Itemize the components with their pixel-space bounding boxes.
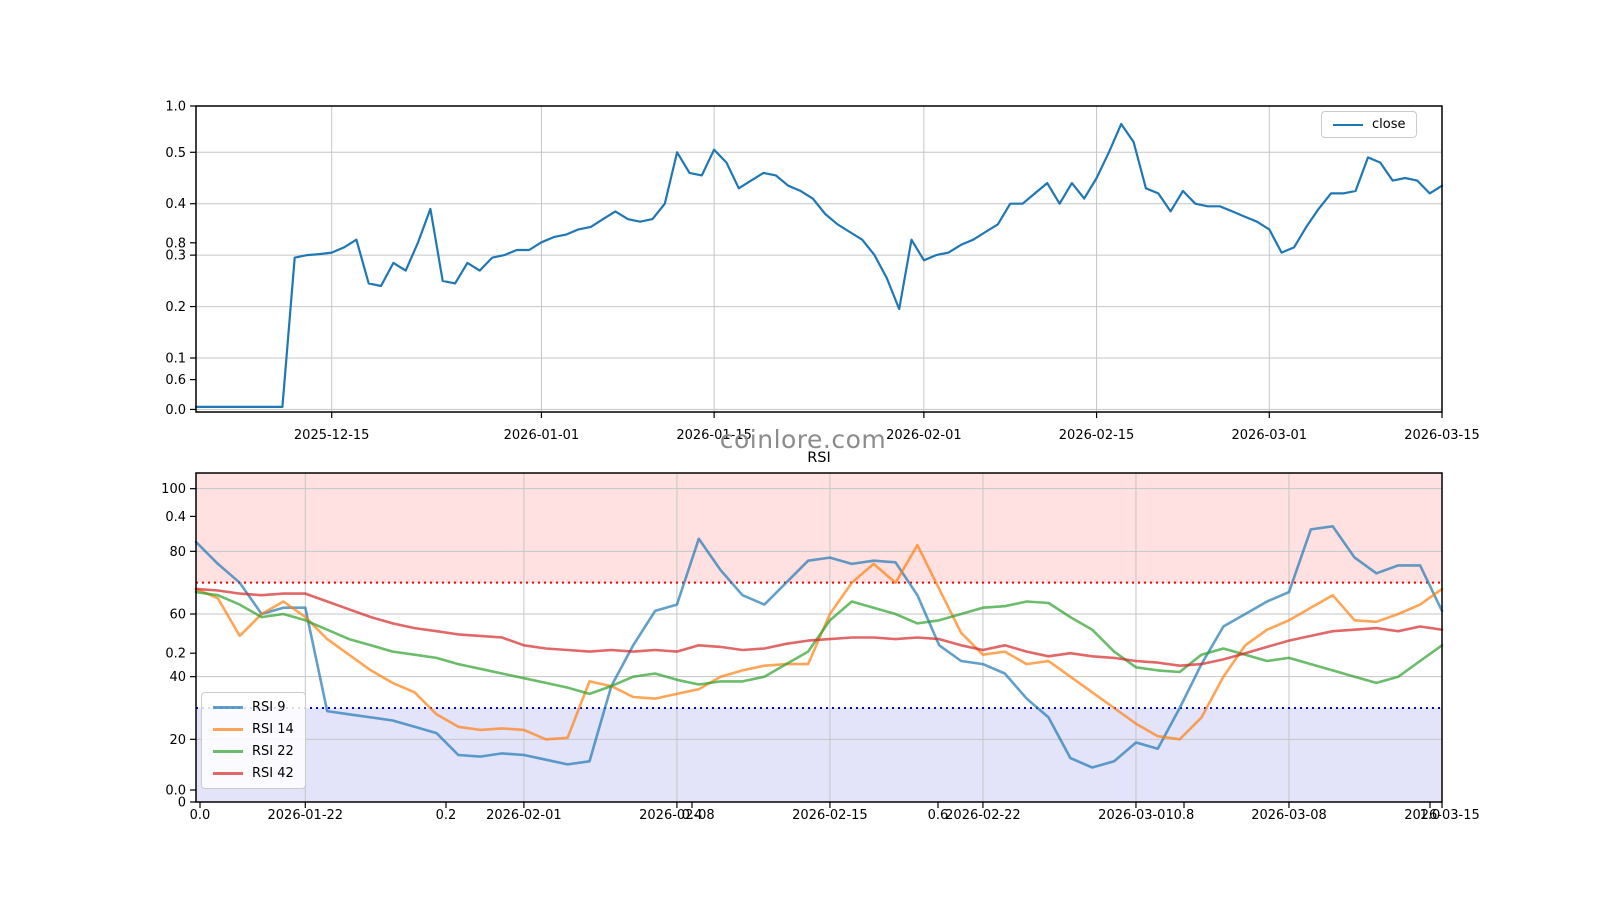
overlay-y-tick-label: 0.8 — [165, 236, 186, 251]
close-legend-line-sample — [1333, 123, 1363, 126]
x-tick-label: 2026-02-01 — [486, 808, 562, 823]
rsi-22-line — [194, 590, 1444, 696]
close-legend-label: close — [1372, 117, 1406, 132]
y-tick-label: 0.3 — [165, 249, 186, 264]
rsi-14-legend-line-sample — [213, 728, 243, 731]
rsi-22-legend-line-sample — [213, 750, 243, 753]
x-tick-label: 2026-01-15 — [676, 428, 752, 443]
y-tick-label: 0.5 — [165, 146, 186, 161]
rsi-chart-title: RSI — [807, 450, 831, 466]
y-tick-label: 0.0 — [165, 403, 186, 418]
y-tick-label: 0.4 — [165, 197, 186, 212]
rsi-legend: RSI 9 RSI 14 RSI 22 RSI 42 — [201, 692, 306, 789]
overlay-x-tick-label: 0.8 — [1174, 808, 1195, 823]
y-tick-label: 40 — [169, 670, 186, 685]
rsi-chart-plot: 2026-01-22 2026-02-01 2026-02-08 2026-02-15… — [161, 472, 1480, 823]
y-tick-label: 60 — [169, 608, 186, 623]
x-tick-label: 2026-03-01 — [1232, 428, 1308, 443]
watermark: coinlore.com — [719, 425, 887, 454]
y-tick-label: 0 — [178, 796, 186, 811]
x-tick-label: 2026-01-01 — [504, 428, 580, 443]
y-tick-label: 80 — [169, 545, 186, 560]
rsi-legend-item: RSI 22 — [213, 744, 294, 759]
x-tick-label: 2025-12-15 — [294, 428, 370, 443]
x-tick-label: 2026-03-15 — [1404, 808, 1480, 823]
x-tick-label: 2026-02-22 — [945, 808, 1021, 823]
overlay-y-tick-label: 1.0 — [165, 100, 186, 115]
y-tick-label: 100 — [161, 482, 186, 497]
rsi-14-legend-label: RSI 14 — [252, 722, 294, 737]
rsi-9-legend-line-sample — [213, 706, 243, 709]
overlay-x-tick-label: 0.6 — [928, 808, 949, 823]
overlay-x-tick-label: 0.0 — [190, 808, 211, 823]
overlay-y-tick-label: 0.0 — [165, 784, 186, 799]
y-tick-label: 0.1 — [165, 352, 186, 367]
rsi-legend-item: RSI 42 — [213, 766, 294, 781]
overlay-y-tick-label: 0.2 — [165, 647, 186, 662]
overlay-y-tick-label: 0.4 — [165, 510, 186, 525]
overlay-y-tick-label: 0.6 — [165, 373, 186, 388]
overlay-x-tick-label: 0.2 — [436, 808, 457, 823]
rsi-42-legend-label: RSI 42 — [252, 766, 294, 781]
overlay-x-tick-label: 1.0 — [1420, 808, 1441, 823]
x-tick-label: 2026-02-15 — [1059, 428, 1135, 443]
rsi-9-line — [194, 524, 1444, 769]
chart-border — [195, 105, 1443, 413]
close-legend: close — [1321, 111, 1418, 138]
overbought-band — [196, 473, 1442, 583]
x-tick-label: 2026-02-15 — [792, 808, 868, 823]
close-chart-plot: 2025-12-15 2026-01-01 2026-01-15 2026-02-01… — [165, 105, 1480, 443]
overlay-axis: 1.0 0.8 0.6 0.4 0.2 0.0 0.0 0.2 0.4 0.6 0.8 1.0 — [165, 100, 1440, 824]
x-tick-label: 2026-01-22 — [268, 808, 344, 823]
x-tick-label: 2026-02-01 — [886, 428, 962, 443]
x-tick-label: 2026-03-08 — [1251, 808, 1327, 823]
x-tick-label: 2026-02-08 — [639, 808, 715, 823]
rsi-42-legend-line-sample — [213, 772, 243, 775]
x-tick-label: 2026-03-15 — [1404, 428, 1480, 443]
rsi-legend-item: RSI 9 — [213, 700, 294, 715]
close-line — [194, 122, 1444, 408]
x-tick-label: 2026-03-01 — [1098, 808, 1174, 823]
rsi-9-legend-label: RSI 9 — [252, 700, 286, 715]
y-tick-label: 20 — [169, 733, 186, 748]
rsi-22-legend-label: RSI 22 — [252, 744, 294, 759]
oversold-band — [196, 708, 1442, 802]
y-tick-label: 0.2 — [165, 300, 186, 315]
overlay-x-tick-label: 0.4 — [682, 808, 703, 823]
chart-border — [195, 472, 1443, 803]
rsi-legend-item: RSI 14 — [213, 722, 294, 737]
rsi-42-line — [194, 587, 1444, 668]
